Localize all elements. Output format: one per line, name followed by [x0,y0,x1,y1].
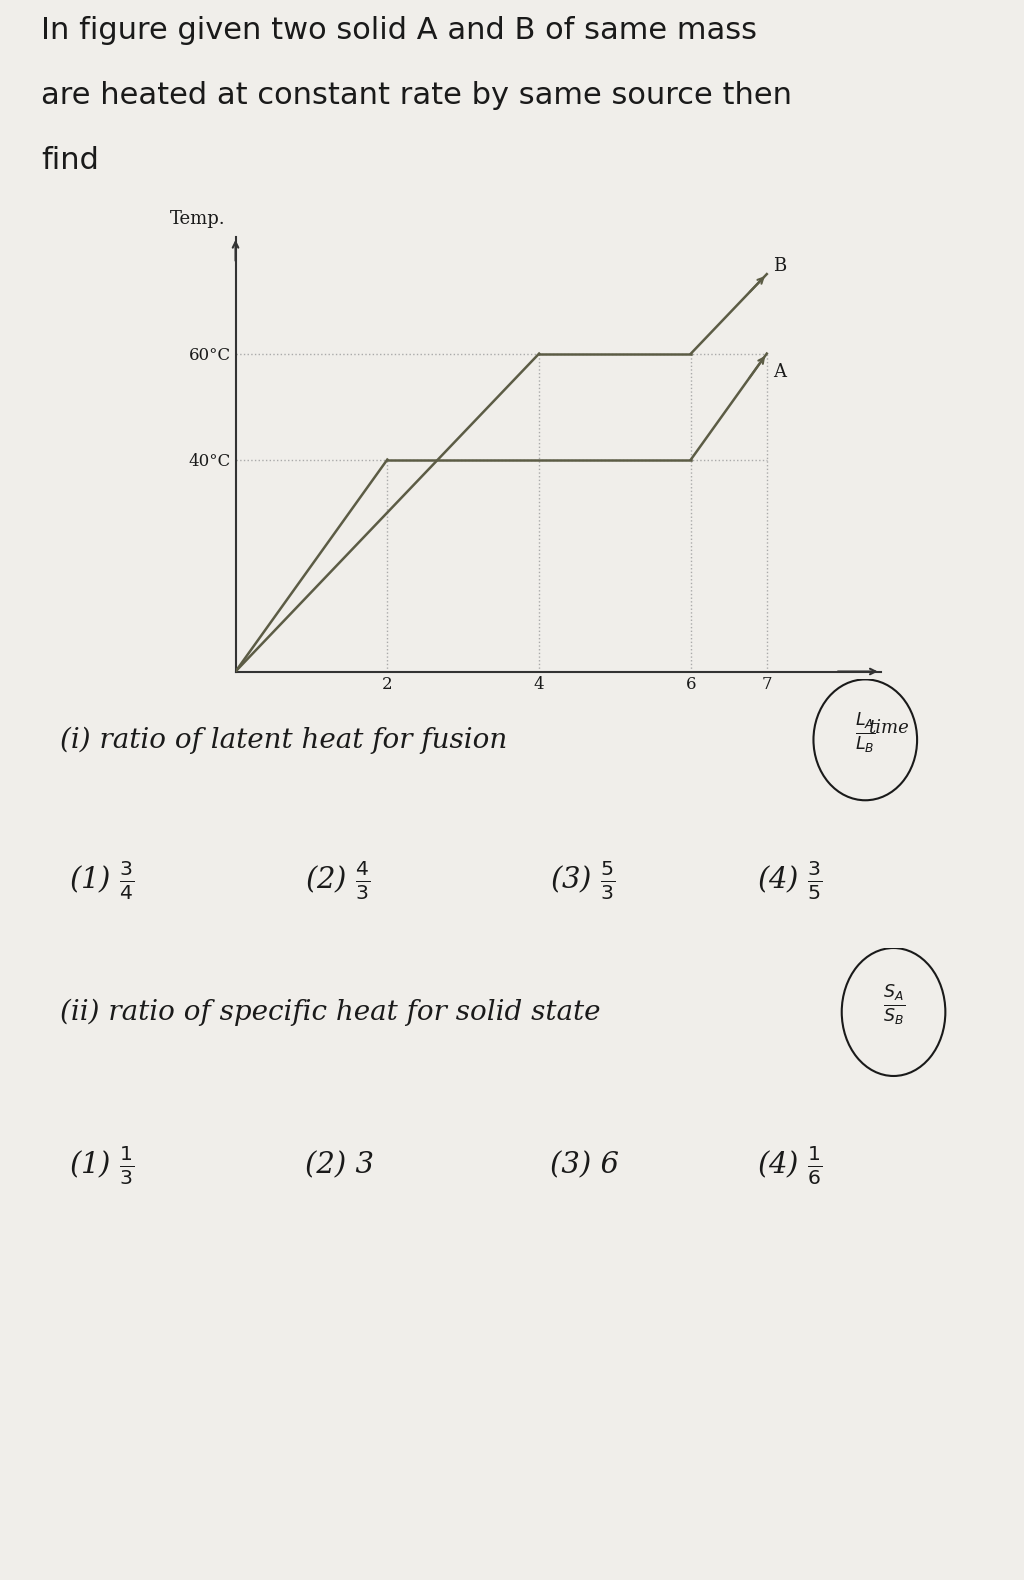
Text: (2) $\frac{4}{3}$: (2) $\frac{4}{3}$ [305,860,371,902]
Text: (3) $\frac{5}{3}$: (3) $\frac{5}{3}$ [550,860,615,902]
Text: (4) $\frac{1}{6}$: (4) $\frac{1}{6}$ [757,1144,822,1187]
Text: (4) $\frac{3}{5}$: (4) $\frac{3}{5}$ [757,860,822,902]
Text: time: time [867,719,908,738]
Text: (1) $\frac{1}{3}$: (1) $\frac{1}{3}$ [70,1144,135,1187]
Text: A: A [773,363,785,381]
Text: are heated at constant rate by same source then: are heated at constant rate by same sour… [41,81,792,111]
Text: In figure given two solid A and B of same mass: In figure given two solid A and B of sam… [41,16,757,44]
Text: (1) $\frac{3}{4}$: (1) $\frac{3}{4}$ [70,860,135,902]
Text: (2) 3: (2) 3 [305,1152,374,1179]
Text: find: find [41,145,99,175]
Text: B: B [773,258,786,275]
Text: (ii) ratio of specific heat for solid state: (ii) ratio of specific heat for solid st… [59,999,600,1025]
Text: (3) 6: (3) 6 [550,1152,618,1179]
Text: $\frac{L_A}{L_B}$: $\frac{L_A}{L_B}$ [855,711,876,755]
Text: $\frac{S_A}{S_B}$: $\frac{S_A}{S_B}$ [883,983,904,1027]
Text: Temp.: Temp. [170,210,225,228]
Text: (i) ratio of latent heat for fusion: (i) ratio of latent heat for fusion [59,727,507,754]
